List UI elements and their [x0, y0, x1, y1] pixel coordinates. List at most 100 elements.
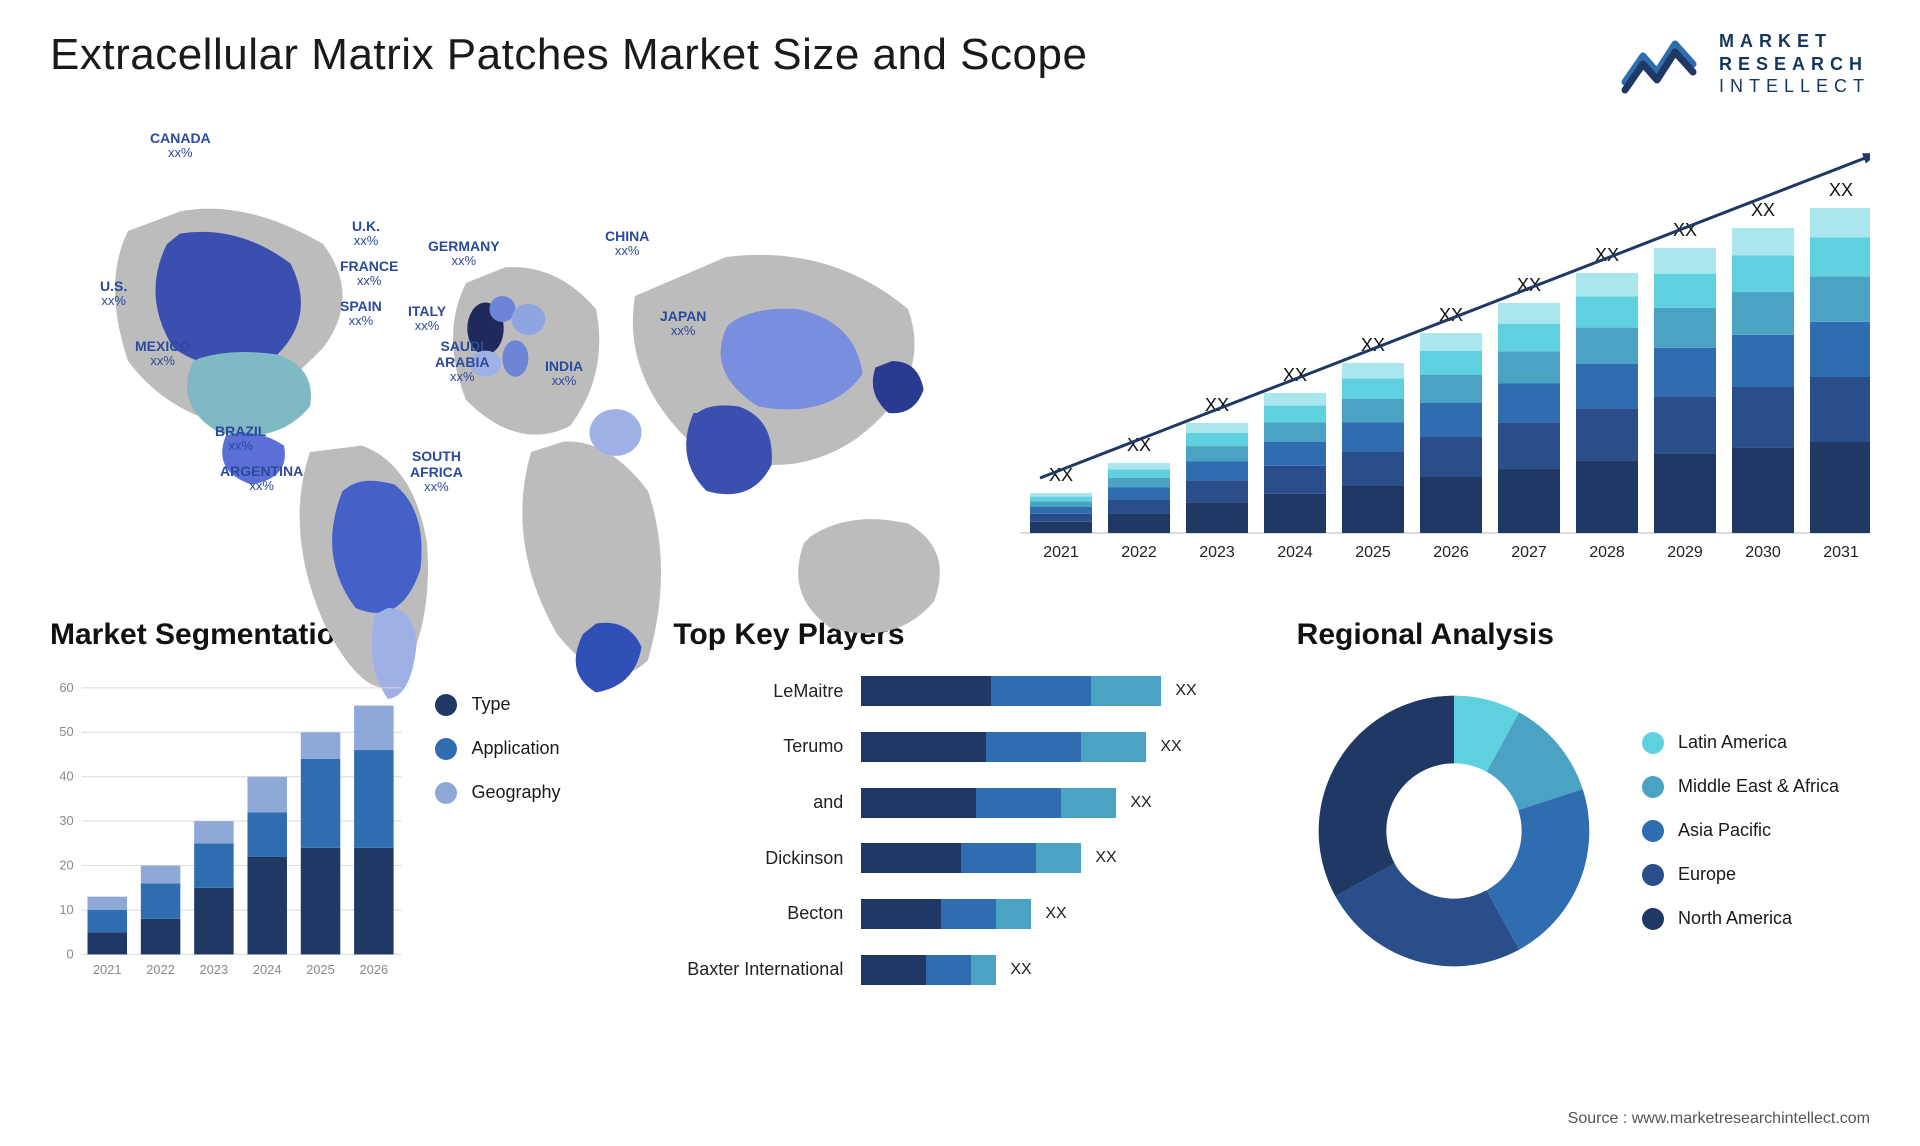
key-player-bar	[861, 788, 1116, 818]
bar-segment	[991, 676, 1091, 706]
bar-segment	[861, 732, 986, 762]
bar-segment	[861, 955, 926, 985]
legend-label: Europe	[1678, 864, 1736, 885]
legend-label: North America	[1678, 908, 1792, 929]
svg-text:2022: 2022	[146, 962, 175, 977]
key-player-value: XX	[1175, 682, 1196, 700]
bar-segment	[941, 899, 996, 929]
svg-text:2021: 2021	[1043, 544, 1079, 561]
key-player-row: XX	[861, 727, 1246, 767]
svg-text:2021: 2021	[93, 962, 122, 977]
bar-segment	[961, 843, 1036, 873]
svg-text:XX: XX	[1751, 200, 1775, 220]
map-label: GERMANYxx%	[428, 238, 500, 269]
bar-segment	[926, 955, 971, 985]
brand-logo: MARKET RESEARCH INTELLECT	[1621, 30, 1870, 98]
legend-item: Middle East & Africa	[1642, 776, 1870, 798]
svg-text:2031: 2031	[1823, 544, 1859, 561]
bar-segment	[1081, 732, 1146, 762]
legend-dot-icon	[1642, 820, 1664, 842]
svg-text:2025: 2025	[1355, 544, 1391, 561]
map-label: MEXICOxx%	[135, 338, 190, 369]
logo-line1: MARKET	[1719, 30, 1870, 53]
legend-dot-icon	[435, 782, 457, 804]
key-player-bar	[861, 843, 1081, 873]
svg-text:2029: 2029	[1667, 544, 1703, 561]
svg-text:10: 10	[59, 901, 73, 916]
regional-panel: Regional Analysis Latin America Middle Ea…	[1297, 618, 1870, 998]
growth-bar-chart: XX2021XX2022XX2023XX2024XX2025XX2026XX20…	[1000, 123, 1870, 583]
key-player-bar	[861, 955, 996, 985]
map-label: SOUTHAFRICAxx%	[410, 448, 463, 495]
key-player-bar	[861, 899, 1031, 929]
map-label: CHINAxx%	[605, 228, 649, 259]
logo-line2: RESEARCH	[1719, 53, 1870, 76]
legend-item: Europe	[1642, 864, 1870, 886]
key-player-row: XX	[861, 838, 1246, 878]
world-map-panel: CANADAxx%U.S.xx%MEXICOxx%BRAZILxx%ARGENT…	[50, 123, 960, 583]
legend-label: Latin America	[1678, 732, 1787, 753]
key-player-label: and	[813, 783, 843, 823]
key-player-value: XX	[1010, 961, 1031, 979]
legend-label: Middle East & Africa	[1678, 776, 1839, 797]
svg-text:2023: 2023	[1199, 544, 1235, 561]
map-label: INDIAxx%	[545, 358, 583, 389]
svg-text:XX: XX	[1829, 180, 1853, 200]
logo-line3: INTELLECT	[1719, 75, 1870, 98]
regional-title: Regional Analysis	[1297, 618, 1870, 652]
svg-text:2028: 2028	[1589, 544, 1625, 561]
map-label: U.K.xx%	[352, 218, 380, 249]
map-label: ITALYxx%	[408, 303, 446, 334]
svg-text:2024: 2024	[1277, 544, 1313, 561]
key-player-label: Becton	[787, 894, 843, 934]
source-label: Source : www.marketresearchintellect.com	[1568, 1110, 1870, 1128]
bar-segment	[986, 732, 1081, 762]
svg-text:20: 20	[59, 857, 73, 872]
svg-text:60: 60	[59, 679, 73, 694]
legend-item: Application	[435, 738, 623, 760]
bar-segment	[861, 899, 941, 929]
legend-dot-icon	[1642, 864, 1664, 886]
page-title: Extracellular Matrix Patches Market Size…	[50, 30, 1087, 80]
legend-item: Latin America	[1642, 732, 1870, 754]
svg-text:2026: 2026	[360, 962, 389, 977]
key-player-row: XX	[861, 894, 1246, 934]
bar-segment	[971, 955, 996, 985]
legend-label: Geography	[471, 782, 560, 803]
svg-text:2023: 2023	[200, 962, 229, 977]
svg-text:2024: 2024	[253, 962, 282, 977]
key-player-value: XX	[1160, 738, 1181, 756]
svg-text:30: 30	[59, 813, 73, 828]
key-player-label: Dickinson	[765, 838, 843, 878]
map-label: ARGENTINAxx%	[220, 463, 303, 494]
map-label: JAPANxx%	[660, 308, 706, 339]
svg-text:2027: 2027	[1511, 544, 1547, 561]
map-label: FRANCExx%	[340, 258, 398, 289]
legend-label: Asia Pacific	[1678, 820, 1771, 841]
svg-text:2022: 2022	[1121, 544, 1157, 561]
svg-text:2026: 2026	[1433, 544, 1469, 561]
map-label: SAUDIARABIAxx%	[435, 338, 489, 385]
svg-text:0: 0	[67, 946, 74, 961]
legend-item: North America	[1642, 908, 1870, 930]
key-player-value: XX	[1130, 794, 1151, 812]
bar-segment	[976, 788, 1061, 818]
legend-label: Application	[471, 738, 559, 759]
bar-segment	[861, 843, 961, 873]
svg-text:40: 40	[59, 768, 73, 783]
segmentation-chart: 0102030405060202120222023202420252026	[50, 664, 405, 998]
key-player-row: XX	[861, 950, 1246, 990]
regional-legend: Latin America Middle East & Africa Asia Pa…	[1642, 732, 1870, 930]
legend-dot-icon	[1642, 776, 1664, 798]
key-player-bar	[861, 732, 1146, 762]
bar-segment	[861, 788, 976, 818]
legend-dot-icon	[435, 738, 457, 760]
legend-dot-icon	[1642, 732, 1664, 754]
world-map-icon	[50, 153, 960, 725]
key-player-label: Baxter International	[687, 950, 843, 990]
key-player-label: Terumo	[783, 727, 843, 767]
regional-donut-chart	[1309, 686, 1599, 976]
key-player-row: XX	[861, 783, 1246, 823]
map-label: CANADAxx%	[150, 130, 211, 161]
map-label: SPAINxx%	[340, 298, 382, 329]
